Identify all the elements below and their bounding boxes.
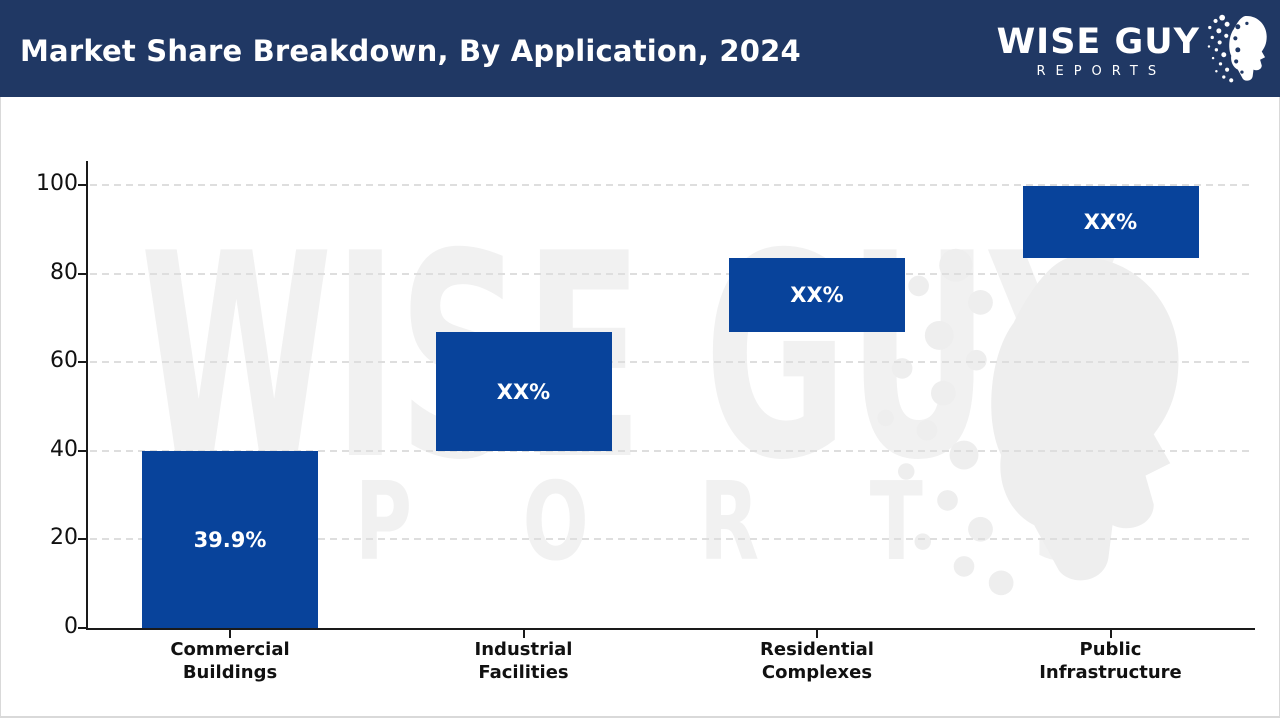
bar-public-infrastructure: XX%: [1022, 185, 1199, 258]
xtick-mark-commercial-buildings: [229, 630, 231, 638]
bar-value-label-industrial-facilities: XX%: [496, 379, 551, 404]
plot-area: 0 20 40 60 80 100 39.9% Commercial Buildings XX%…: [0, 97, 1280, 720]
header-bar: Market Share Breakdown, By Application, …: [0, 0, 1280, 97]
waterfall-chart: WISE GUY P O R T S 0 20 40 60 80 100 39.9% Comm…: [0, 97, 1280, 720]
ytick-mark-0: [78, 627, 86, 629]
bar-industrial-facilities: XX%: [435, 332, 612, 452]
bar-value-label-public-infrastructure: XX%: [1083, 209, 1138, 234]
logo-head-icon: [1207, 14, 1267, 83]
page-title: Market Share Breakdown, By Application, …: [20, 34, 801, 68]
ytick-label-0: 0: [64, 614, 78, 639]
ytick-label-60: 60: [50, 348, 78, 374]
category-label-public-infrastructure: Public Infrastructure: [1039, 639, 1182, 683]
ytick-mark-60: [78, 361, 86, 364]
wiseguy-logo: WISE GUY REPORTS: [997, 6, 1272, 91]
ytick-mark-100: [78, 184, 86, 186]
bar-commercial-buildings: 39.9%: [142, 451, 318, 628]
xtick-mark-industrial-facilities: [522, 630, 525, 638]
gridline-40: [90, 449, 1253, 452]
xtick-mark-public-infrastructure: [1109, 630, 1112, 638]
ytick-mark-40: [78, 449, 86, 452]
logo-text: WISE GUY REPORTS: [997, 22, 1200, 79]
bar-value-label-commercial-buildings: 39.9%: [193, 527, 267, 552]
gridline-100: [90, 184, 1253, 186]
watermark-head-graphic: [877, 248, 1179, 596]
gridline-80: [90, 272, 1253, 275]
category-label-industrial-facilities: Industrial Facilities: [474, 639, 573, 683]
y-axis-spine: [86, 161, 88, 630]
ytick-label-40: 40: [50, 436, 78, 462]
ytick-label-80: 80: [50, 259, 78, 285]
ytick-label-100: 100: [36, 171, 78, 196]
ytick-label-20: 20: [50, 525, 78, 551]
bar-residential-complexes: XX%: [729, 257, 905, 333]
gridline-60: [90, 361, 1253, 364]
frame-left-line: [0, 97, 1, 717]
ytick-mark-20: [78, 538, 86, 541]
x-axis-spine: [86, 628, 1255, 630]
category-label-residential-complexes: Residential Complexes: [760, 639, 874, 683]
xtick-mark-residential-complexes: [816, 630, 818, 638]
gridline-20: [90, 538, 1253, 541]
ytick-mark-80: [78, 272, 86, 275]
logo-subtitle: REPORTS: [1036, 64, 1167, 79]
category-label-commercial-buildings: Commercial Buildings: [170, 639, 290, 683]
logo-name: WISE GUY: [996, 22, 1200, 62]
frame-bottom-line: [0, 716, 1280, 718]
bar-value-label-residential-complexes: XX%: [790, 282, 844, 307]
